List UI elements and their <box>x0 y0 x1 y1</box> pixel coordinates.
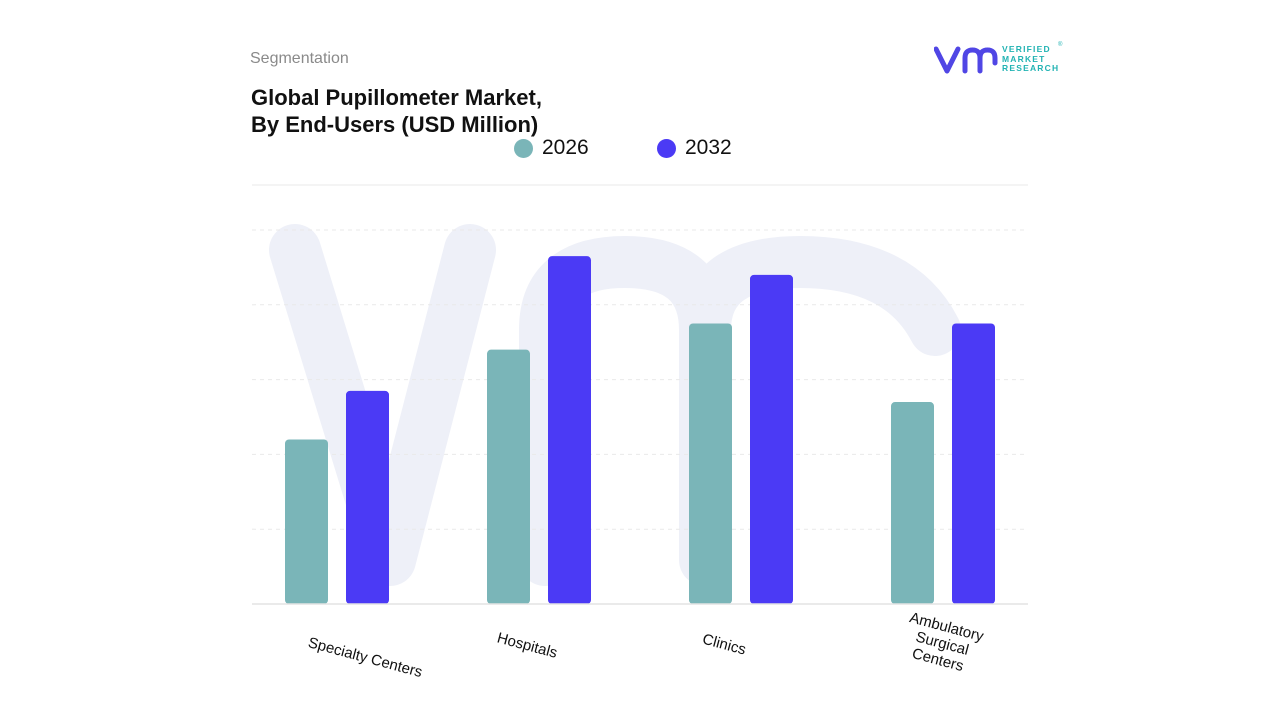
bar-2026-ambulatory-surgical-centers <box>891 402 934 604</box>
logo-text-market: MARKET <box>1002 53 1046 64</box>
bar-2032-clinics <box>750 274 793 604</box>
vmr-logo-icon <box>933 46 998 74</box>
vmr-watermark <box>269 224 961 586</box>
legend-item-2032: 2032 <box>657 136 732 160</box>
bar-2026-specialty-centers <box>285 439 328 604</box>
chart-title-line-2: By End-Users (USD Million) <box>251 112 539 137</box>
bar-2032-hospitals <box>548 256 591 604</box>
x-tick-label-hospitals: Hospitals <box>495 629 559 661</box>
bars <box>285 256 995 604</box>
chart-title: Global Pupillometer Market, By End-Users… <box>251 84 542 138</box>
x-tick-label-ambulatory-surgical-centers: AmbulatorySurgicalCenters <box>899 609 986 678</box>
vmr-logo-wordmark: VERIFIED MARKET RESEARCH <box>1002 44 1060 74</box>
legend-label-2032: 2032 <box>685 136 732 159</box>
legend-item-2026: 2026 <box>514 136 589 160</box>
legend-swatch-2032 <box>657 138 676 158</box>
x-tick-label-specialty-centers: Specialty Centers <box>306 634 424 681</box>
chart-title-line-1: Global Pupillometer Market, <box>251 85 542 110</box>
x-tick-label-clinics: Clinics <box>701 631 748 659</box>
logo-text-research: RESEARCH <box>1002 63 1060 73</box>
segmentation-label: Segmentation <box>250 50 349 67</box>
legend-label-2026: 2026 <box>542 136 589 159</box>
x-axis-labels: Specialty Centers Hospitals Clinics Ambulat… <box>306 609 986 681</box>
bar-2032-ambulatory-surgical-centers <box>952 323 995 604</box>
legend-swatch-2026 <box>514 138 533 158</box>
logo-text-verified: VERIFIED <box>1002 44 1051 54</box>
bar-2026-clinics <box>689 323 732 604</box>
bar-2032-specialty-centers <box>346 390 389 604</box>
bar-2026-hospitals <box>487 349 530 604</box>
chart-legend: 2026 2032 <box>0 136 1280 162</box>
vmr-logo: VERIFIED MARKET RESEARCH ® <box>933 42 1064 76</box>
registered-mark: ® <box>1058 42 1063 48</box>
